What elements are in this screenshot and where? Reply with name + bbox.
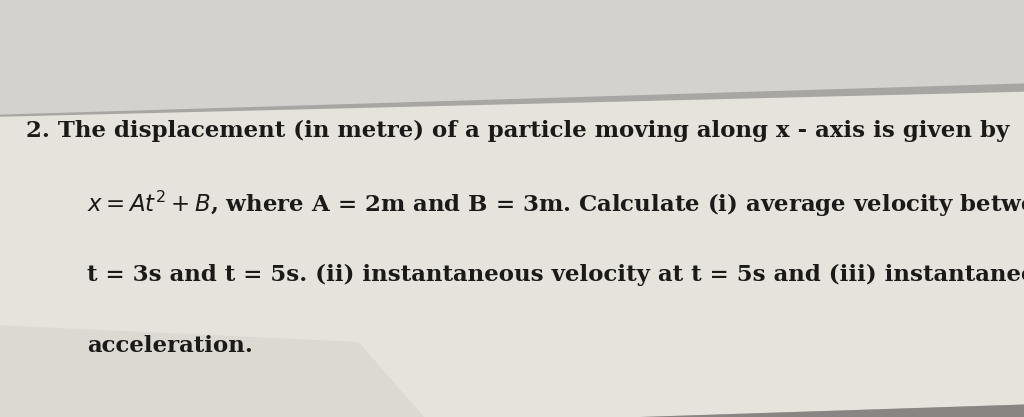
Polygon shape <box>0 404 1024 417</box>
Text: acceleration.: acceleration. <box>87 335 253 357</box>
Text: t = 3s and t = 5s. (ii) instantaneous velocity at t = 5s and (iii) instantaneous: t = 3s and t = 5s. (ii) instantaneous ve… <box>87 264 1024 286</box>
Polygon shape <box>0 325 461 417</box>
Text: $x = At^2 + B$, where A = 2m and B = 3m. Calculate (i) average velocity between: $x = At^2 + B$, where A = 2m and B = 3m.… <box>87 189 1024 219</box>
Polygon shape <box>0 92 1024 417</box>
Polygon shape <box>0 83 1024 133</box>
Text: 2. The displacement (in metre) of a particle moving along x - axis is given by: 2. The displacement (in metre) of a part… <box>26 121 1009 142</box>
Polygon shape <box>0 0 1024 242</box>
